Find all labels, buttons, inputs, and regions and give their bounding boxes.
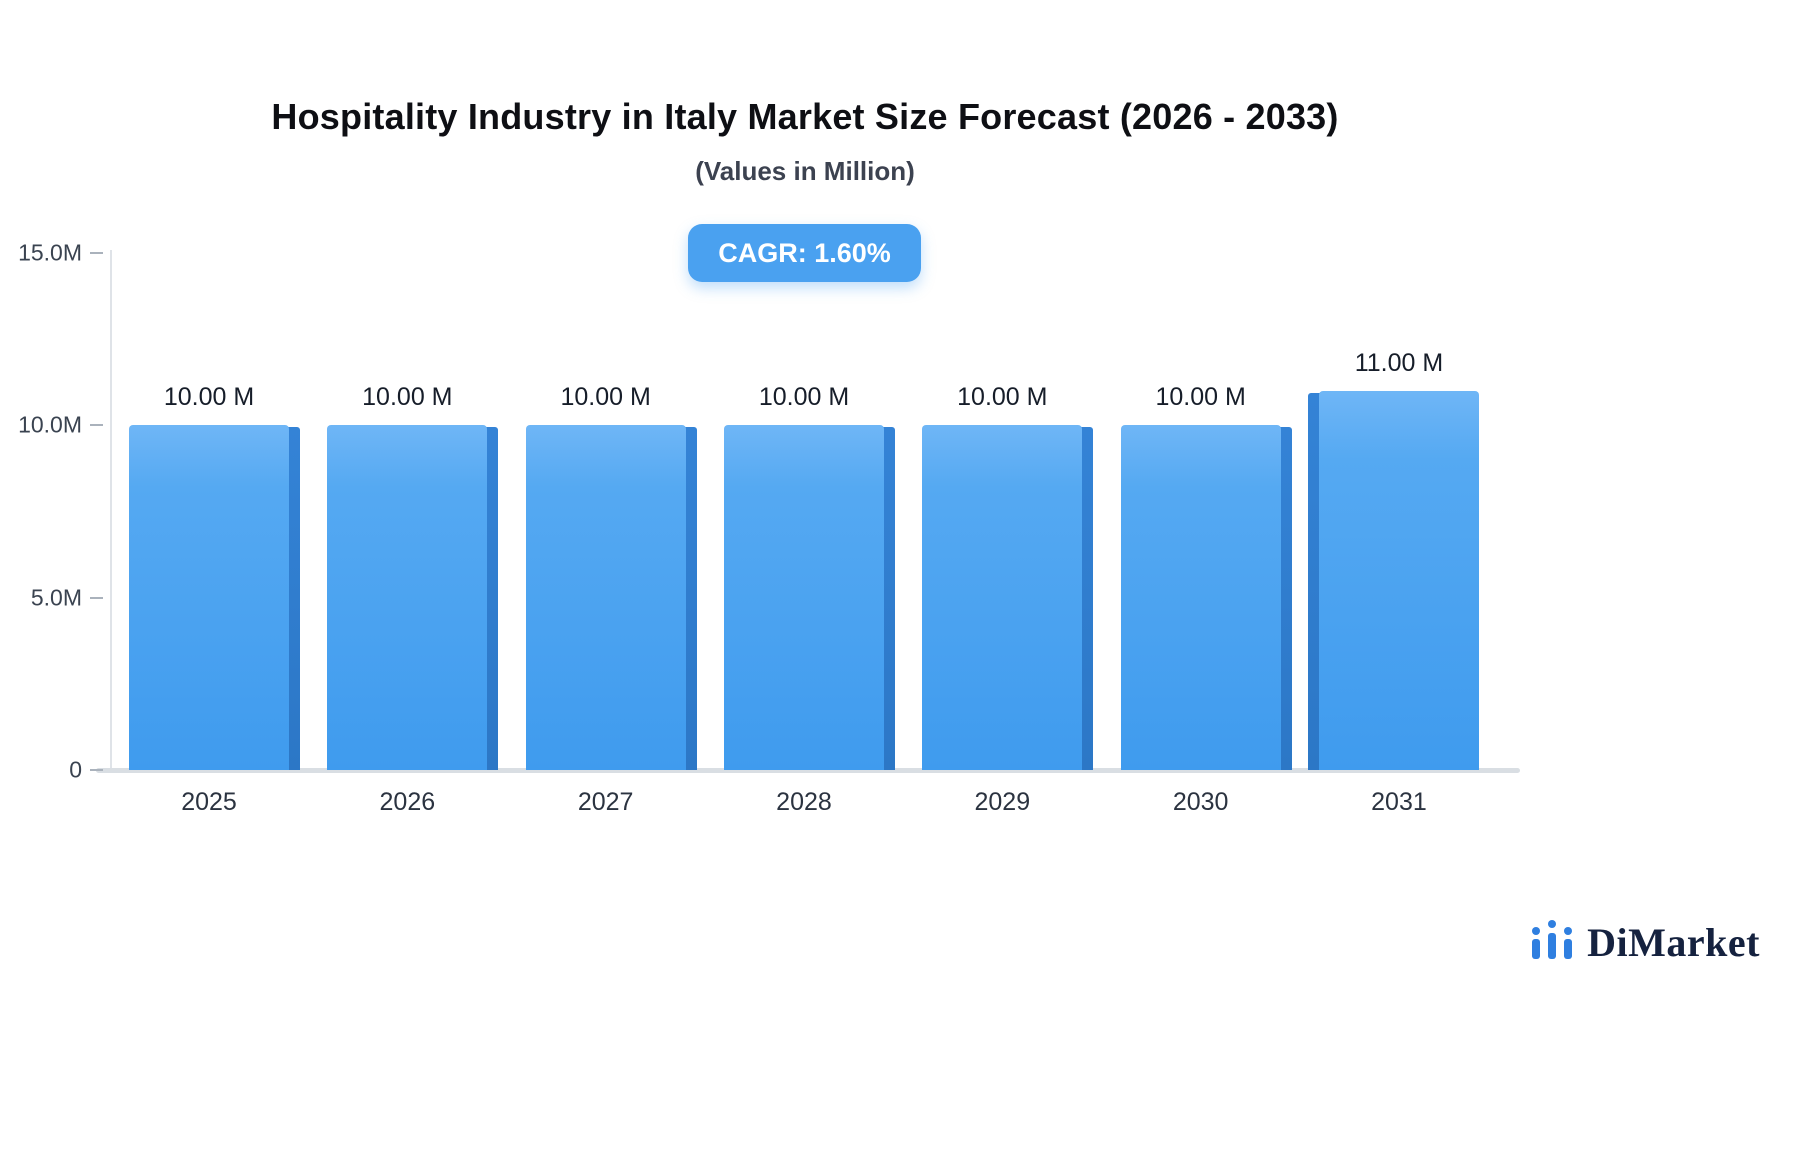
x-axis-baseline (96, 768, 1520, 773)
brand-logo: DiMarket (1529, 919, 1760, 966)
cagr-badge-label: CAGR: 1.60% (718, 237, 891, 268)
bar-value-label: 11.00 M (1354, 348, 1444, 377)
chart-title: Hospitality Industry in Italy Market Siz… (271, 96, 1339, 137)
bar-side-face (1078, 427, 1094, 770)
y-tick-label: 10.0M (18, 411, 82, 438)
y-tick-label: 0 (69, 756, 82, 783)
cagr-badge: CAGR: 1.60% (688, 224, 921, 282)
bar-2030[interactable] (1120, 425, 1281, 770)
y-tick-mark (90, 769, 103, 771)
y-tick-mark (90, 252, 103, 254)
bar-2027[interactable] (525, 425, 686, 770)
x-tick-label-2031: 2031 (1371, 788, 1427, 816)
title-block: Hospitality Industry in Italy Market Siz… (0, 96, 1610, 187)
bar-2026[interactable] (327, 425, 488, 770)
y-axis-line (110, 250, 112, 770)
bar-value-label: 10.00 M (1155, 383, 1246, 412)
chart-subtitle: (Values in Million) (695, 156, 915, 186)
bar-value-label: 10.00 M (362, 383, 453, 412)
y-tick-label: 15.0M (18, 239, 82, 266)
bar-2028[interactable] (723, 425, 884, 770)
bar-value-label: 10.00 M (957, 383, 1048, 412)
bar-side-face (483, 427, 499, 770)
x-tick-label-2030: 2030 (1172, 788, 1229, 816)
x-tick-label-2027: 2027 (577, 788, 634, 816)
brand-logo-text: DiMarket (1587, 920, 1760, 965)
bar-2031[interactable] (1318, 390, 1479, 770)
bar-value-label: 10.00 M (758, 383, 850, 412)
y-tick-label: 5.0M (30, 584, 82, 611)
x-tick-label-2026: 2026 (379, 788, 436, 816)
bar-2029[interactable] (922, 425, 1083, 770)
bar-value-label: 10.00 M (163, 383, 255, 412)
x-tick-label-2025: 2025 (181, 788, 237, 816)
y-tick-mark (90, 596, 103, 599)
bar-value-label: 10.00 M (560, 383, 651, 412)
dimarket-bars-icon (1529, 919, 1575, 966)
bar-2025[interactable] (129, 425, 289, 770)
x-tick-label-2028: 2028 (776, 788, 832, 816)
x-tick-label-2029: 2029 (974, 788, 1031, 816)
y-tick-mark (90, 424, 103, 427)
